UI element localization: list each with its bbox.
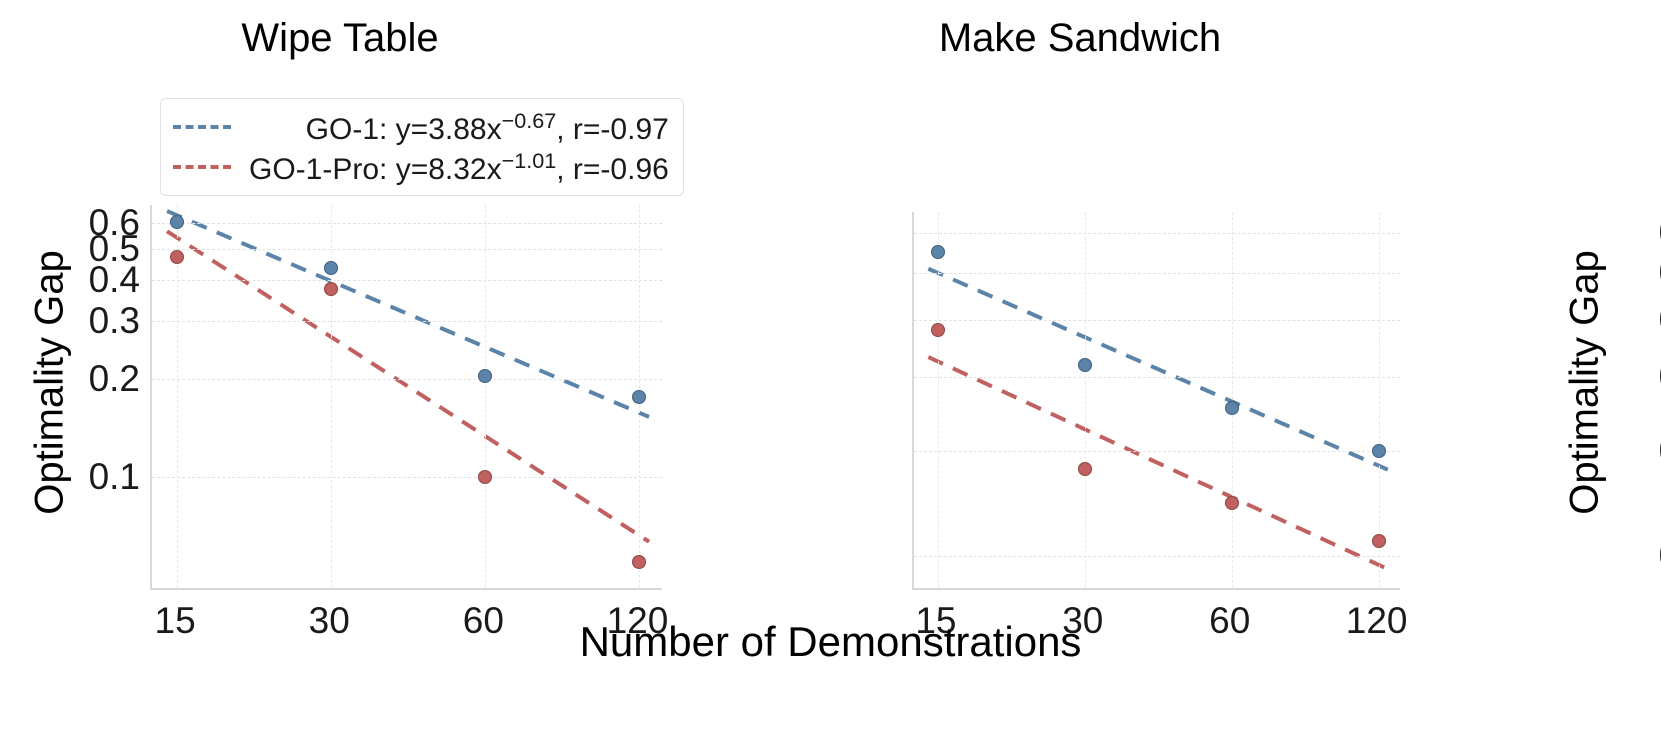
y-tick-label: 0.3	[1659, 430, 1661, 472]
y-tick-label: 0.1	[88, 455, 140, 497]
x-tick-label: 120	[606, 600, 669, 641]
data-point	[1224, 496, 1239, 511]
y-tick-label: 0.4	[1659, 356, 1661, 398]
panel-title: Wipe Table	[241, 16, 439, 60]
data-point	[1077, 357, 1092, 372]
data-point	[478, 369, 493, 384]
legend: GO-1: y=3.88x−0.67, r=-0.97 GO-1-Pro: y=8…	[160, 98, 684, 196]
data-point	[324, 282, 339, 297]
fit-line	[927, 266, 1389, 472]
y-tick-label: 0.4	[88, 259, 140, 301]
x-tick-label: 60	[462, 600, 504, 641]
x-axis-label: Number of Demonstrations	[579, 618, 1082, 665]
x-tick-label: 15	[154, 600, 196, 641]
y-tick-label: 0.3	[88, 300, 140, 342]
data-point	[170, 250, 185, 265]
x-axis-ticks: 15 30 60 120	[912, 600, 1407, 650]
legend-item[interactable]: GO-1: y=3.88x−0.67, r=-0.97	[173, 107, 669, 147]
series-layer	[927, 266, 1389, 571]
series-layer	[165, 209, 651, 544]
legend-label: GO-1: y=3.88x−0.67, r=-0.97	[305, 107, 669, 146]
panel-make-sandwich: Make Sandwich Optimality Gap 0.70.60.50.…	[760, 0, 1661, 738]
y-axis-ticks: 0.6 0.5 0.4 0.3 0.2 0.1	[20, 201, 140, 590]
x-tick-label: 120	[1345, 600, 1408, 641]
legend-line-icon	[173, 165, 231, 169]
plot-area	[912, 212, 1400, 590]
data-point	[930, 323, 945, 338]
fit-line	[927, 355, 1389, 571]
plot-area	[150, 205, 662, 590]
data-point	[324, 261, 339, 276]
x-axis-ticks: 15 30 60 120	[150, 600, 669, 650]
data-point	[170, 214, 185, 229]
data-point	[930, 245, 945, 260]
legend-item[interactable]: GO-1-Pro: y=8.32x−1.01, r=-0.96	[173, 147, 669, 187]
data-point	[478, 469, 493, 484]
x-tick-label: 30	[1062, 600, 1104, 641]
y-tick-label: 0.2	[88, 357, 140, 399]
y-axis-ticks: 0.70.6 0.5 0.4 0.3 0.2	[1590, 212, 1661, 590]
y-tick-label: 0.2	[1659, 535, 1661, 577]
data-point	[1371, 444, 1386, 459]
data-point	[632, 390, 647, 405]
data-point	[1224, 400, 1239, 415]
y-tick-label: 0.6	[88, 201, 140, 243]
legend-line-icon	[173, 125, 231, 129]
x-tick-label: 15	[915, 600, 957, 641]
fit-line	[165, 229, 651, 544]
fit-line	[166, 209, 650, 419]
data-point	[1077, 462, 1092, 477]
y-tick-label: 0.5	[1659, 299, 1661, 341]
y-tick-label: 0.7	[1659, 212, 1661, 254]
legend-label: GO-1-Pro: y=8.32x−1.01, r=-0.96	[249, 147, 669, 186]
y-tick-label: 0.5	[88, 227, 140, 269]
panel-title: Make Sandwich	[938, 16, 1222, 60]
y-tick-label: 0.6	[1659, 252, 1661, 294]
x-tick-label: 30	[308, 600, 350, 641]
x-tick-label: 60	[1209, 600, 1251, 641]
data-point	[632, 554, 647, 569]
data-point	[1371, 533, 1386, 548]
